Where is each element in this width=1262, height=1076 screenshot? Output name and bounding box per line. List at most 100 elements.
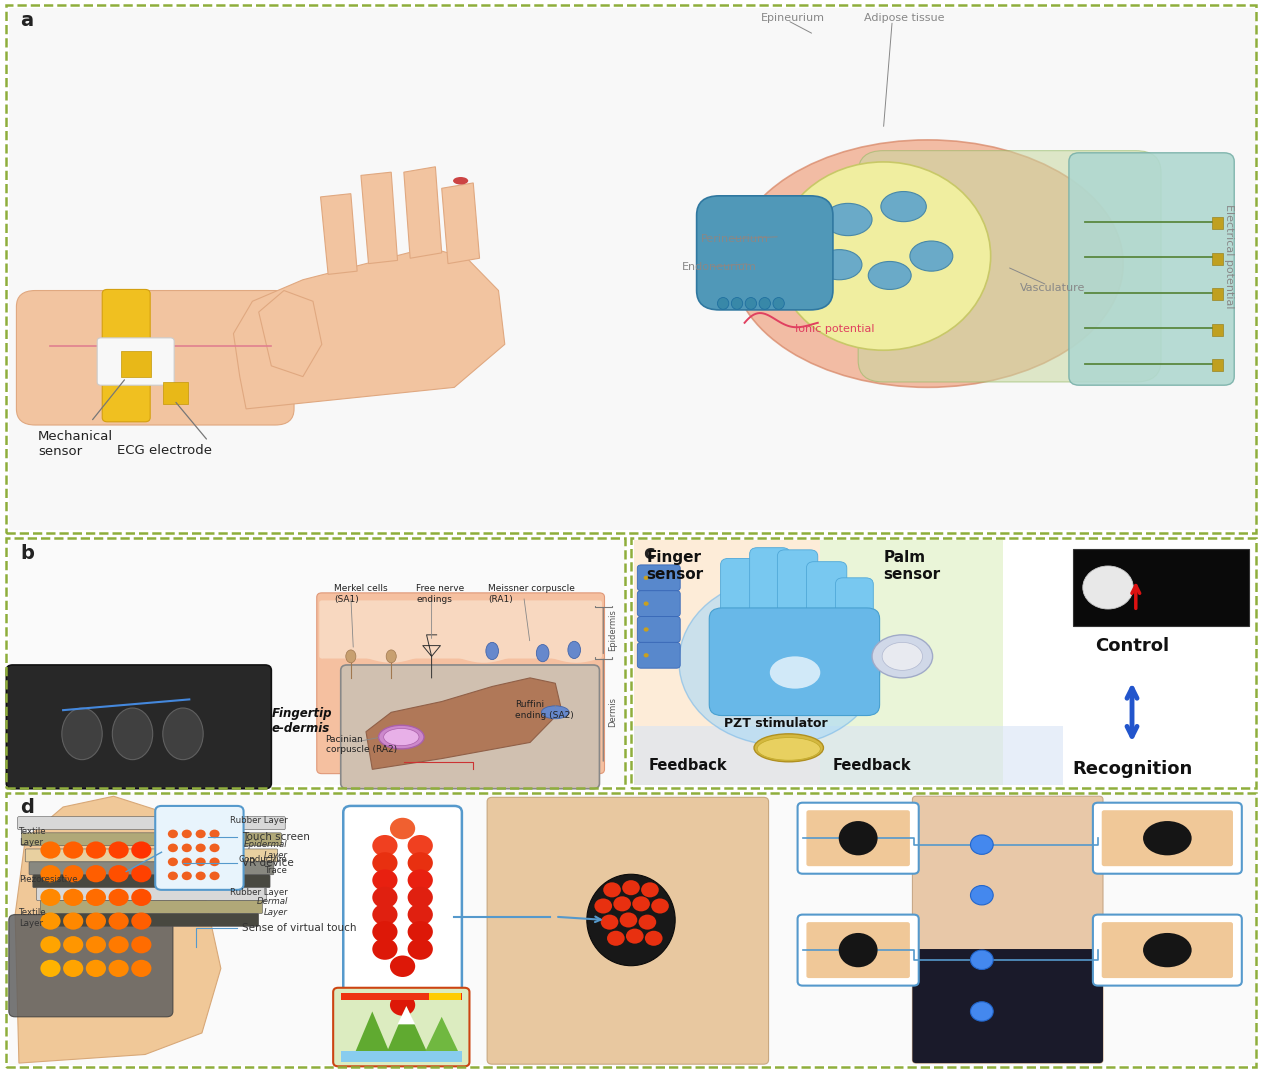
- Circle shape: [40, 936, 61, 953]
- Circle shape: [970, 1002, 993, 1021]
- FancyBboxPatch shape: [1102, 810, 1233, 866]
- Circle shape: [639, 915, 656, 930]
- Circle shape: [40, 841, 61, 859]
- Circle shape: [196, 830, 206, 838]
- FancyBboxPatch shape: [341, 665, 599, 789]
- Circle shape: [209, 872, 220, 880]
- Text: d: d: [20, 798, 34, 818]
- Circle shape: [168, 830, 178, 838]
- Circle shape: [372, 869, 398, 891]
- FancyBboxPatch shape: [637, 591, 680, 617]
- Ellipse shape: [755, 734, 824, 762]
- Text: Dermis: Dermis: [608, 697, 617, 727]
- Ellipse shape: [1143, 821, 1191, 855]
- Circle shape: [372, 921, 398, 943]
- Circle shape: [644, 627, 649, 632]
- Circle shape: [86, 960, 106, 977]
- Circle shape: [390, 994, 415, 1016]
- FancyBboxPatch shape: [121, 351, 151, 377]
- Bar: [341, 993, 462, 1000]
- Text: Free nerve
endings: Free nerve endings: [416, 584, 464, 604]
- Polygon shape: [423, 1017, 461, 1057]
- Circle shape: [168, 872, 178, 880]
- FancyBboxPatch shape: [637, 642, 680, 668]
- FancyBboxPatch shape: [709, 608, 880, 716]
- FancyBboxPatch shape: [18, 817, 285, 830]
- FancyBboxPatch shape: [33, 875, 270, 888]
- Circle shape: [168, 844, 178, 852]
- Circle shape: [209, 858, 220, 866]
- Circle shape: [645, 931, 663, 946]
- Circle shape: [408, 938, 433, 960]
- FancyBboxPatch shape: [1073, 549, 1249, 626]
- Text: Recognition: Recognition: [1071, 760, 1193, 778]
- Text: Merkel cells
(SA1): Merkel cells (SA1): [334, 584, 387, 604]
- Text: Perineurium: Perineurium: [700, 233, 769, 244]
- Circle shape: [408, 852, 433, 874]
- Polygon shape: [398, 1006, 415, 1024]
- Circle shape: [196, 858, 206, 866]
- Polygon shape: [442, 183, 480, 264]
- Text: Piezoresistive: Piezoresistive: [19, 875, 77, 883]
- Bar: [631, 538, 1256, 788]
- Text: Finger
sensor: Finger sensor: [646, 550, 703, 582]
- Ellipse shape: [1143, 933, 1191, 967]
- Text: Ruffini
ending (SA2): Ruffini ending (SA2): [515, 700, 574, 720]
- Circle shape: [372, 904, 398, 925]
- Circle shape: [63, 912, 83, 930]
- Circle shape: [109, 936, 129, 953]
- FancyBboxPatch shape: [97, 338, 174, 385]
- Circle shape: [63, 936, 83, 953]
- Text: b: b: [20, 544, 34, 564]
- Text: Mechanical
sensor: Mechanical sensor: [38, 430, 114, 458]
- Circle shape: [408, 835, 433, 856]
- Text: ECG electrode: ECG electrode: [116, 444, 212, 457]
- FancyBboxPatch shape: [634, 726, 1063, 785]
- FancyBboxPatch shape: [912, 796, 1103, 1063]
- Circle shape: [622, 880, 640, 895]
- Text: PZT stimulator: PZT stimulator: [724, 717, 828, 730]
- Circle shape: [603, 882, 621, 897]
- FancyBboxPatch shape: [25, 849, 278, 862]
- Circle shape: [86, 841, 106, 859]
- FancyBboxPatch shape: [777, 550, 818, 625]
- FancyBboxPatch shape: [37, 888, 266, 901]
- Text: Rubber Layer: Rubber Layer: [230, 817, 288, 825]
- FancyBboxPatch shape: [721, 558, 761, 631]
- FancyBboxPatch shape: [1069, 153, 1234, 385]
- Bar: [9, 793, 1256, 1065]
- FancyBboxPatch shape: [1102, 922, 1233, 978]
- Circle shape: [40, 960, 61, 977]
- Circle shape: [613, 896, 631, 911]
- Text: Rubber Layer: Rubber Layer: [230, 888, 288, 896]
- Circle shape: [109, 841, 129, 859]
- Ellipse shape: [717, 298, 729, 310]
- Circle shape: [970, 835, 993, 854]
- FancyBboxPatch shape: [21, 833, 281, 846]
- Text: c: c: [644, 544, 655, 564]
- Circle shape: [209, 844, 220, 852]
- FancyBboxPatch shape: [6, 665, 271, 789]
- FancyBboxPatch shape: [806, 562, 847, 631]
- Circle shape: [408, 904, 433, 925]
- Ellipse shape: [453, 178, 468, 185]
- Circle shape: [390, 955, 415, 977]
- FancyBboxPatch shape: [1212, 253, 1223, 265]
- Ellipse shape: [868, 261, 911, 289]
- Text: Feedback: Feedback: [833, 758, 911, 773]
- Circle shape: [196, 844, 206, 852]
- Circle shape: [651, 898, 669, 914]
- Circle shape: [970, 886, 993, 905]
- Ellipse shape: [541, 706, 569, 719]
- Circle shape: [109, 912, 129, 930]
- Circle shape: [182, 872, 192, 880]
- Circle shape: [408, 869, 433, 891]
- Bar: [6, 538, 625, 788]
- FancyBboxPatch shape: [912, 949, 1103, 1063]
- Circle shape: [109, 889, 129, 906]
- Ellipse shape: [536, 645, 549, 662]
- FancyBboxPatch shape: [155, 806, 244, 890]
- Text: Vasculature: Vasculature: [1020, 283, 1085, 294]
- Ellipse shape: [817, 250, 862, 280]
- Ellipse shape: [776, 162, 991, 351]
